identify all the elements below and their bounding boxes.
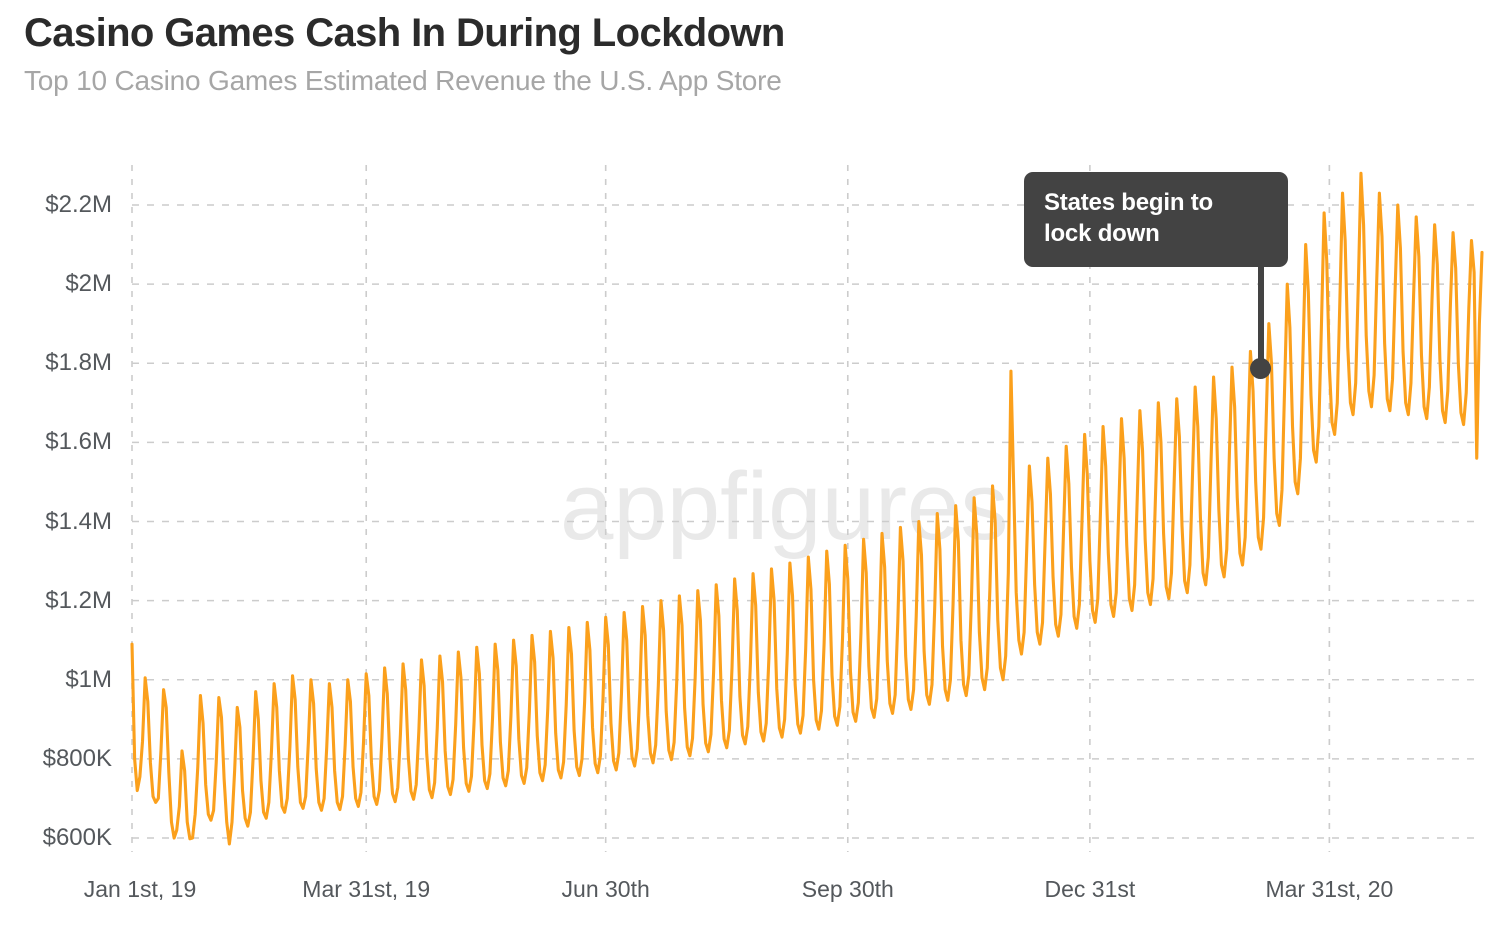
x-axis-tick-label: Mar 31st, 20	[1265, 876, 1394, 902]
annotation-marker-dot	[1250, 358, 1271, 379]
y-axis-tick-label: $1.4M	[45, 507, 112, 535]
y-axis-tick-label: $800K	[42, 744, 112, 772]
annotation-line-2: lock down	[1044, 219, 1160, 247]
x-axis-tick-label: Jan 1st, 19	[83, 876, 197, 902]
series-group	[130, 171, 1484, 846]
chart-subtitle: Top 10 Casino Games Estimated Revenue th…	[24, 65, 782, 96]
y-axis-tick-label: $1.8M	[45, 349, 112, 377]
chart-header: Casino Games Cash In During Lockdown Top…	[24, 10, 1424, 98]
y-axis-tick-label: $1.2M	[45, 586, 112, 614]
annotation-line-1: States begin to	[1044, 189, 1214, 216]
x-axis-tick-label: Jun 30th	[561, 876, 650, 902]
revenue-line-series	[130, 171, 1484, 846]
y-axis-tick-label: $1M	[65, 665, 112, 693]
annotation-stem-line	[1258, 258, 1264, 362]
y-axis-tick-label: $2M	[65, 270, 112, 298]
y-axis-tick-label: $600K	[42, 824, 112, 851]
annotation-callout: States begin to lock down	[1024, 172, 1288, 268]
x-axis-tick-label: Mar 31st, 19	[302, 876, 431, 902]
y-axis-tick-label: $2.2M	[45, 191, 112, 218]
x-axis-tick-label: Dec 31st	[1044, 876, 1136, 902]
y-axis-tick-label: $1.6M	[45, 428, 112, 456]
x-axis-tick-label: Sep 30th	[801, 876, 894, 902]
page-title: Casino Games Cash In During Lockdown	[24, 11, 785, 55]
